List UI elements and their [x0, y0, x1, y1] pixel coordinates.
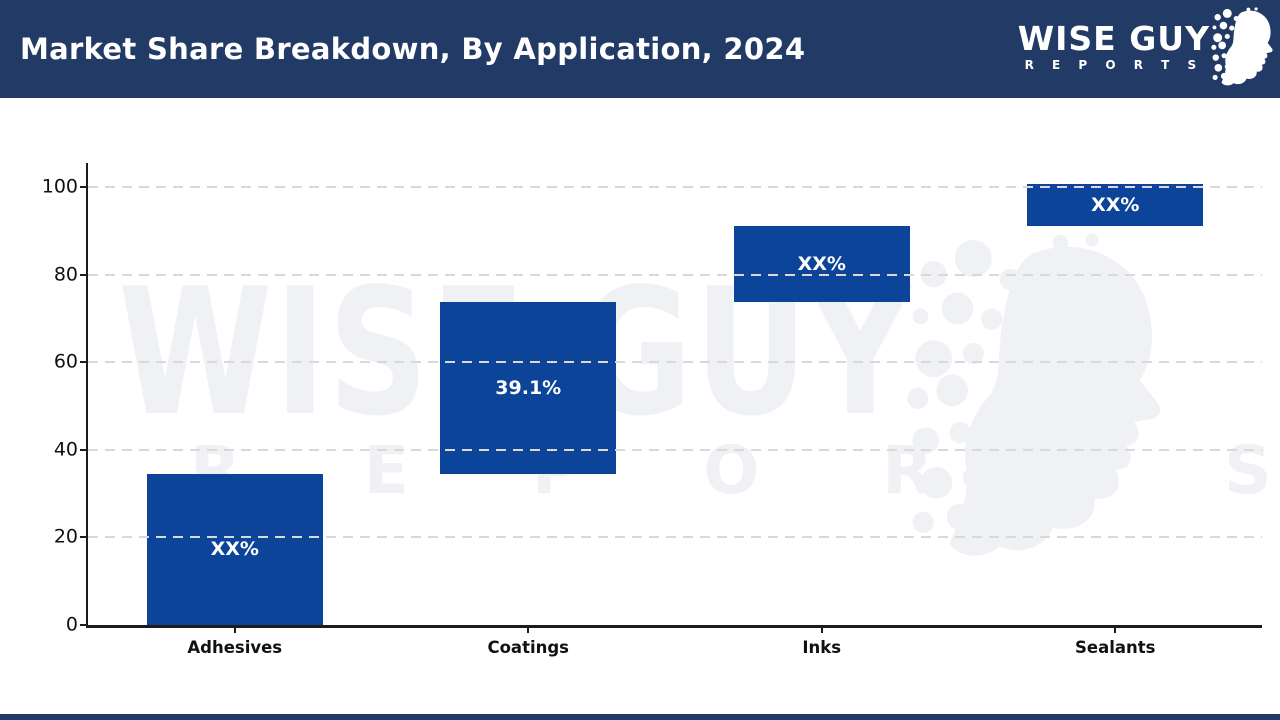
x-axis-label-adhesives: Adhesives [187, 638, 283, 657]
x-axis-label-sealants: Sealants [1075, 638, 1156, 657]
x-tickmark-inks [820, 627, 823, 633]
y-tick-label-80: 80 [53, 263, 78, 286]
y-tickmark-100 [80, 186, 88, 188]
x-axis-label-inks: Inks [802, 638, 842, 657]
y-tickmark-80 [80, 273, 88, 276]
header-bar: Market Share Breakdown, By Application, … [0, 0, 1280, 98]
y-tickmark-40 [80, 448, 88, 451]
bar-adhesives [146, 473, 323, 625]
y-tickmark-60 [80, 361, 88, 364]
x-tickmark-adhesives [233, 627, 236, 633]
y-tick-label-0: 0 [65, 613, 78, 636]
y-tickmark-0 [80, 624, 88, 626]
brand-logo: WISE GUY R E P O R T S [1018, 7, 1274, 87]
bar-coatings [440, 302, 617, 474]
logo-wordmark: WISE GUY [1017, 19, 1210, 59]
y-tick-label-100: 100 [41, 175, 78, 198]
gridline-40 [88, 448, 1262, 451]
bar-value-label-inks: XX% [797, 253, 846, 276]
bar-sealants [1027, 183, 1204, 227]
bar-value-label-adhesives: XX% [210, 538, 259, 561]
y-tick-label-60: 60 [53, 350, 78, 373]
y-tick-label-20: 20 [53, 525, 78, 548]
logo-head-icon [1210, 7, 1274, 87]
y-tickmark-20 [80, 536, 88, 539]
logo-subtext: R E P O R T S [1024, 57, 1204, 72]
bar-value-label-coatings: 39.1% [495, 377, 562, 400]
x-axis-line [86, 625, 1262, 628]
gridline-80 [88, 273, 1262, 276]
footer-bar [0, 714, 1280, 720]
watermark-head-icon [902, 232, 1166, 562]
gridline-20 [88, 536, 1262, 539]
x-tickmark-coatings [527, 627, 530, 633]
gridline-60 [88, 361, 1262, 364]
gridline-100 [88, 186, 1262, 188]
logo-text: WISE GUY R E P O R T S [1018, 22, 1210, 72]
x-tickmark-sealants [1114, 627, 1117, 633]
bar-inks [733, 226, 910, 303]
page-title: Market Share Breakdown, By Application, … [20, 32, 806, 66]
y-axis-line [86, 163, 88, 628]
y-tick-label-40: 40 [53, 438, 78, 461]
x-axis-label-coatings: Coatings [487, 638, 570, 657]
bar-value-label-sealants: XX% [1091, 194, 1140, 217]
